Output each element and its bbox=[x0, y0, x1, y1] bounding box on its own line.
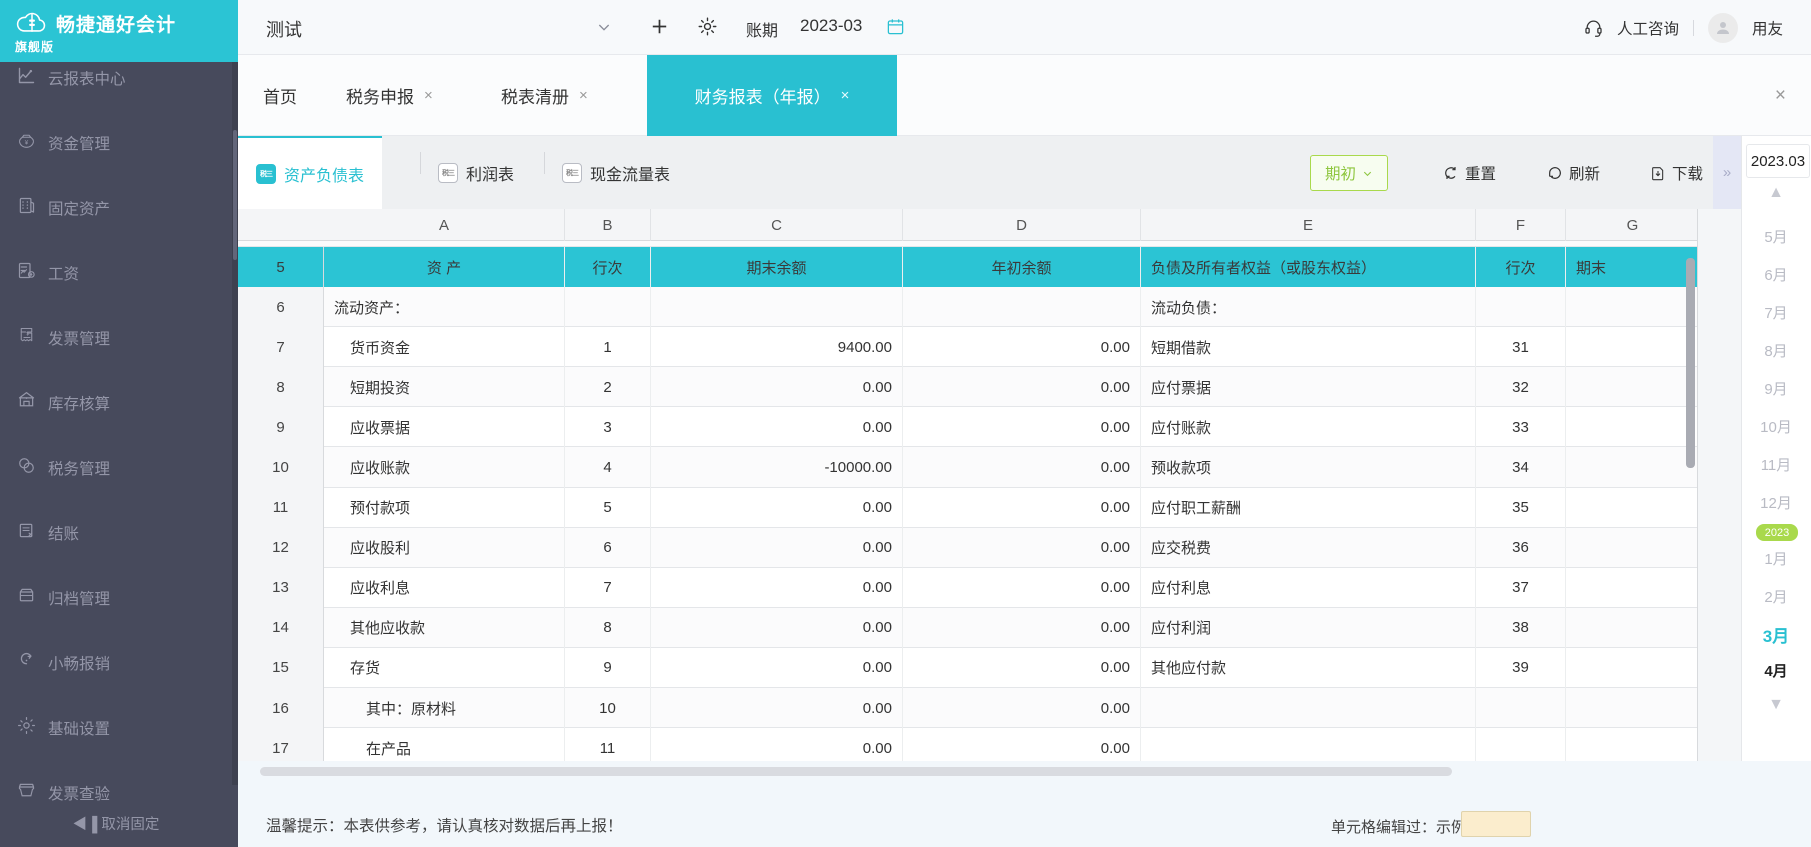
svg-text:¥: ¥ bbox=[25, 139, 29, 146]
